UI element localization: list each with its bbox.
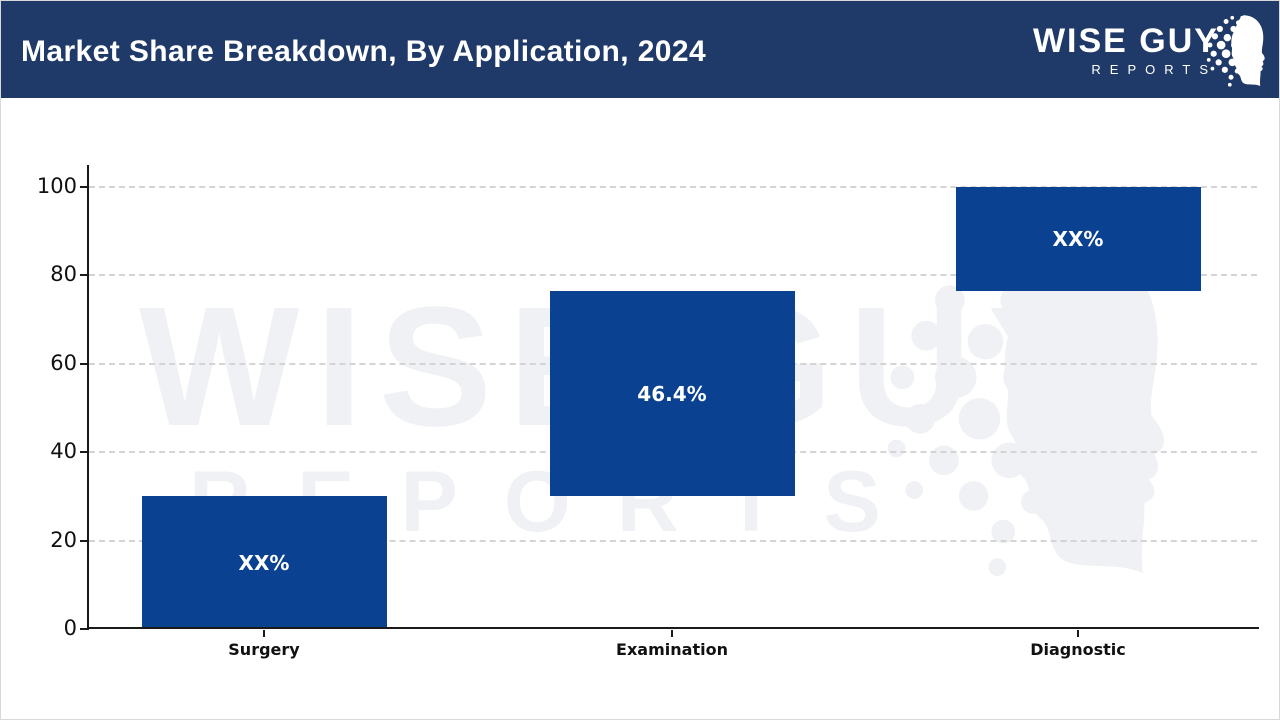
header-bar: Market Share Breakdown, By Application, … — [1, 1, 1279, 98]
y-tick-20 — [80, 540, 89, 542]
bar-value-label: XX% — [1052, 227, 1104, 251]
gridline-100 — [89, 186, 1257, 188]
x-tick-diagnostic — [1077, 630, 1079, 637]
y-tick-40 — [80, 451, 89, 453]
y-tick-60 — [80, 363, 89, 365]
brand-text: WISE GUY REPORTS — [1033, 24, 1219, 77]
page-title: Market Share Breakdown, By Application, … — [21, 35, 707, 68]
brand-name: WISE GUY — [1032, 21, 1219, 60]
bar-value-label: 46.4% — [637, 381, 707, 406]
bar-surgery: XX% — [141, 496, 387, 629]
brand-logo: WISE GUY REPORTS — [1033, 7, 1267, 93]
y-tick-80 — [80, 274, 89, 276]
bar-examination: 46.4% — [549, 291, 795, 496]
y-tick-label-20: 20 — [50, 528, 77, 552]
y-tick-label-100: 100 — [36, 174, 77, 198]
brand-subname: REPORTS — [1091, 61, 1217, 77]
y-tick-100 — [80, 186, 89, 188]
bar-diagnostic: XX% — [955, 187, 1201, 291]
x-label-diagnostic: Diagnostic — [1030, 640, 1126, 659]
y-tick-0 — [80, 628, 89, 630]
y-tick-label-40: 40 — [50, 439, 77, 463]
y-tick-label-80: 80 — [50, 262, 77, 286]
x-label-examination: Examination — [616, 640, 728, 659]
bar-value-label: XX% — [238, 550, 290, 575]
x-tick-examination — [671, 630, 673, 637]
gridline-20 — [89, 540, 1257, 542]
x-axis-line — [87, 627, 1259, 629]
y-axis-line — [87, 165, 89, 629]
x-tick-surgery — [263, 630, 265, 637]
y-tick-label-60: 60 — [50, 351, 77, 375]
brand-face-icon — [1206, 15, 1265, 87]
x-label-surgery: Surgery — [228, 640, 300, 659]
y-tick-label-0: 0 — [63, 616, 77, 640]
gridline-80 — [89, 274, 1257, 276]
